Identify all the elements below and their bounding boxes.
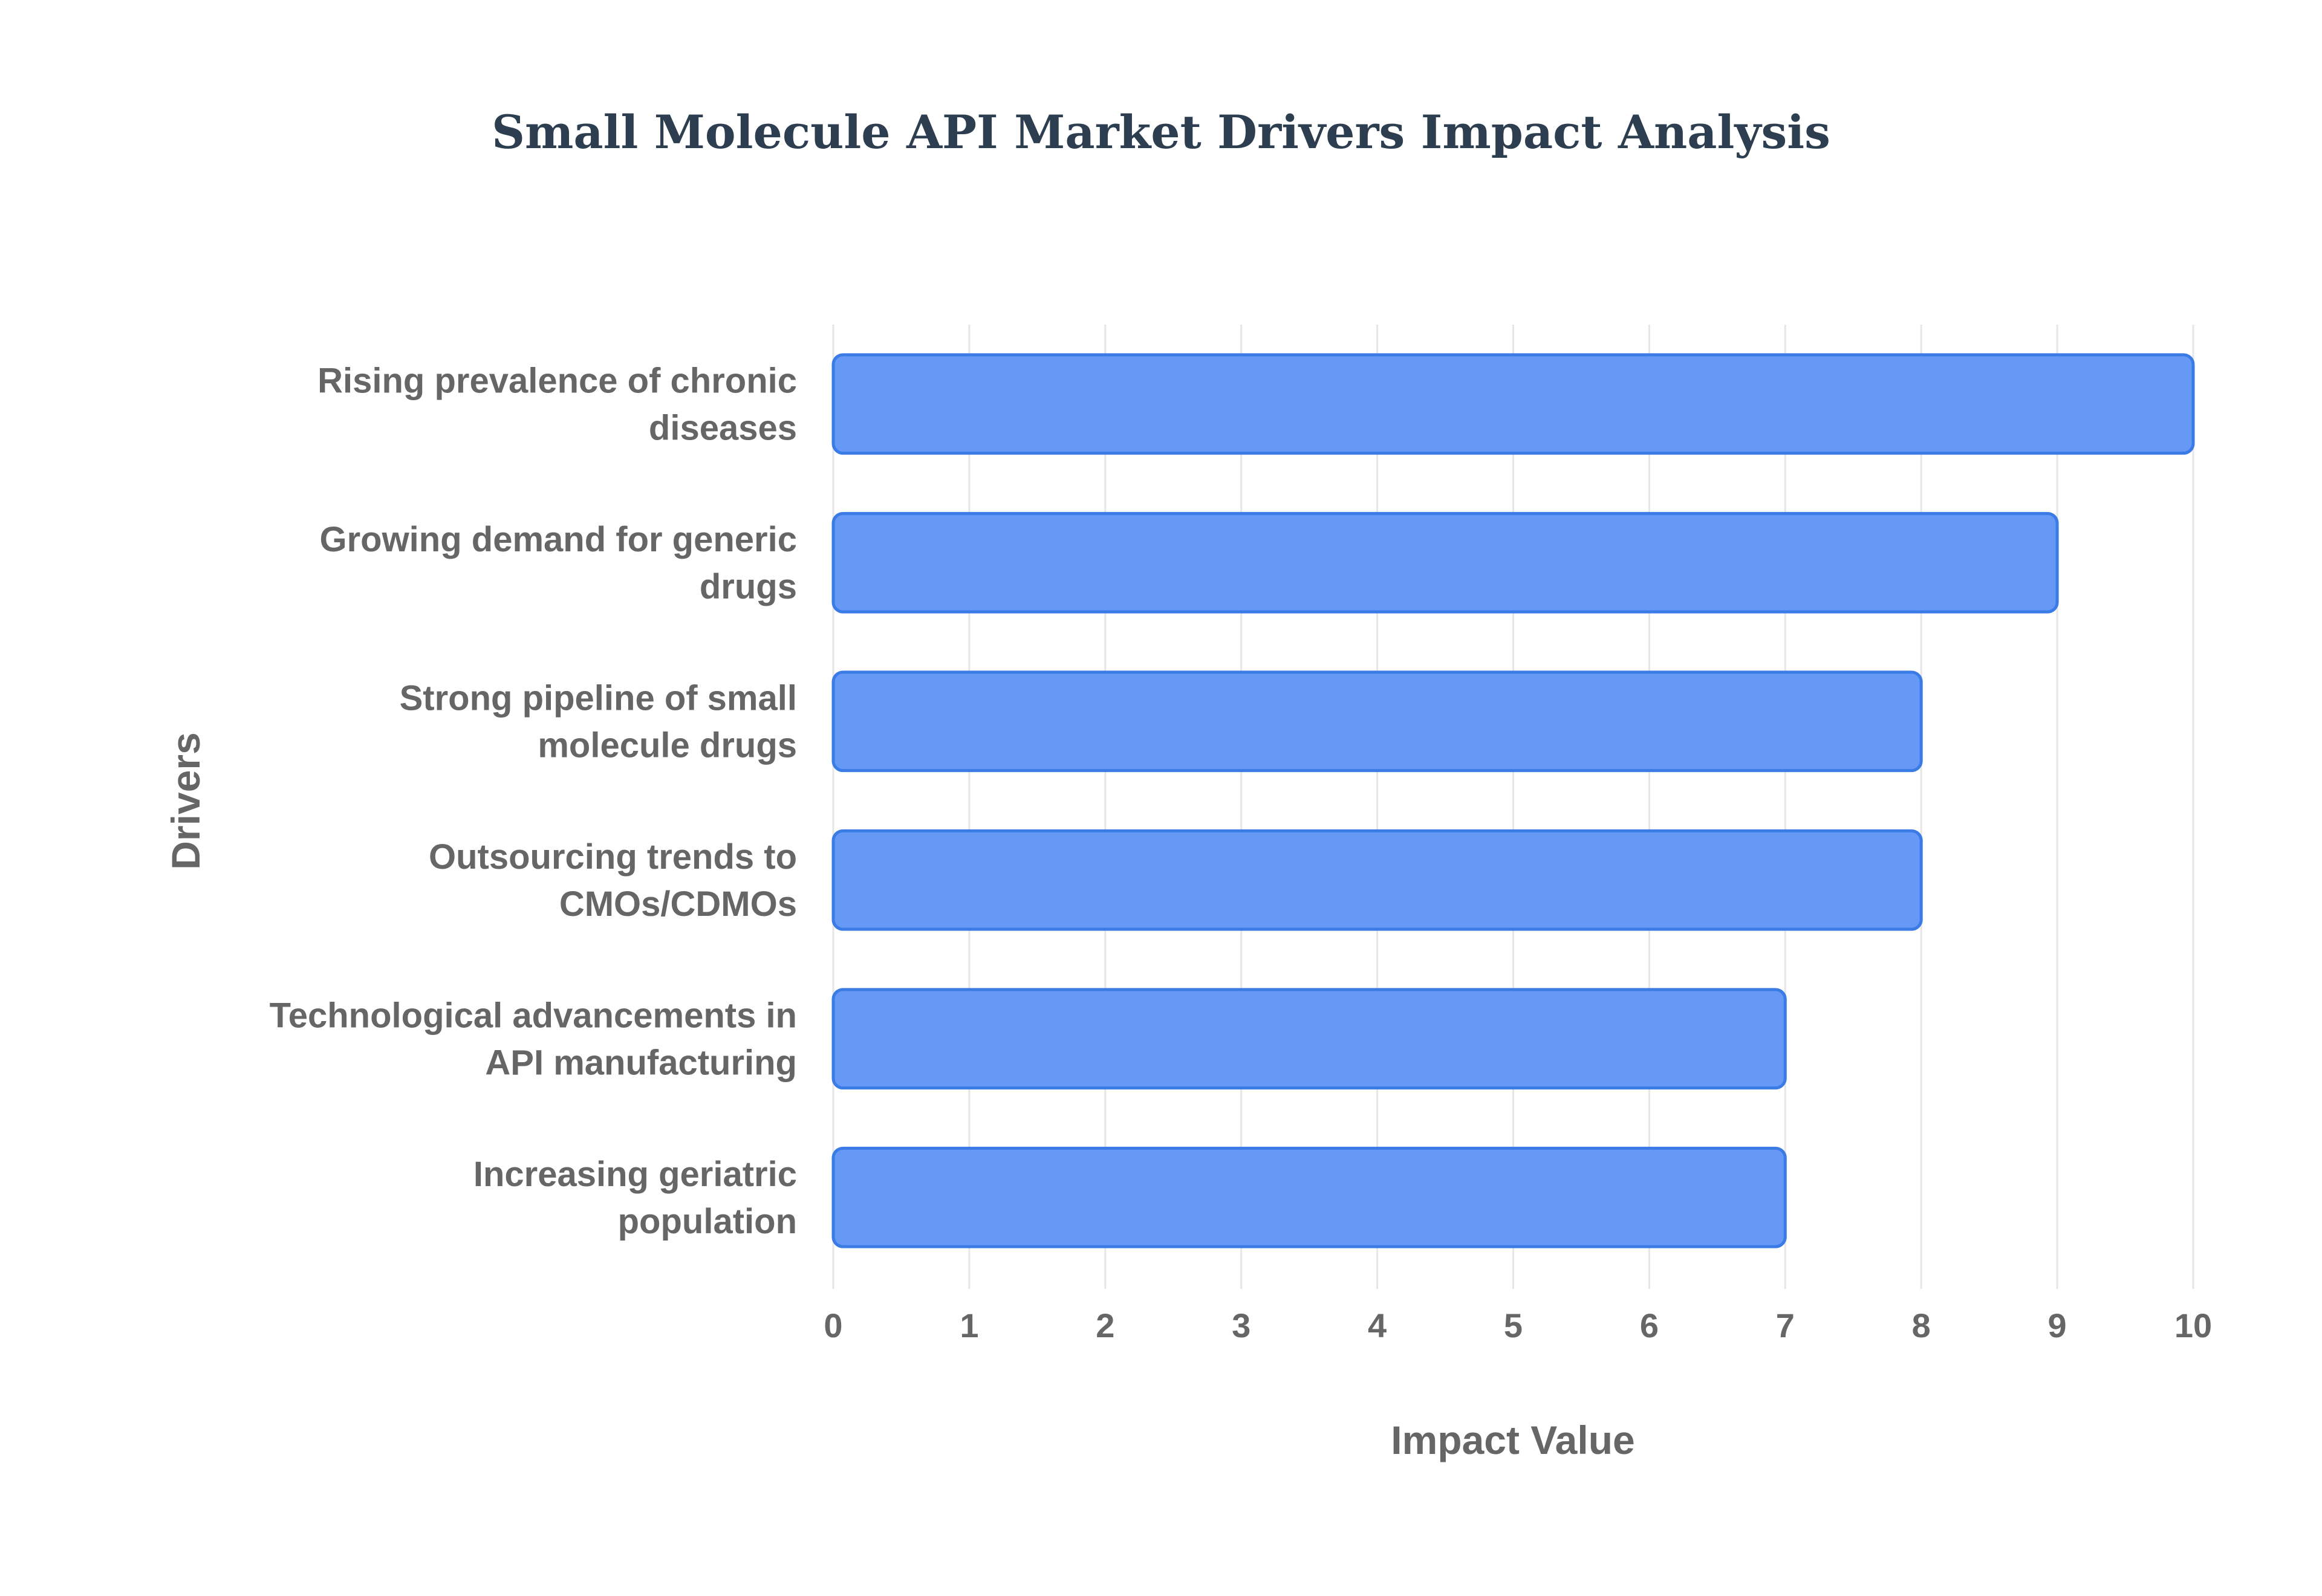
bar <box>831 988 1787 1090</box>
category-label-line: Rising prevalence of chronic <box>317 361 797 400</box>
x-tick-label: 1 <box>960 1306 978 1345</box>
y-axis-title: Drivers <box>163 732 208 870</box>
category-label-line: CMOs/CDMOs <box>559 884 797 924</box>
x-tick-label: 8 <box>1912 1306 1931 1345</box>
category-label-line: Growing demand for generic <box>319 520 797 559</box>
category-label-line: API manufacturing <box>485 1043 797 1082</box>
x-tick-label: 3 <box>1232 1306 1250 1345</box>
category-label-line: Outsourcing trends to <box>429 837 797 877</box>
x-tick-label: 9 <box>2048 1306 2067 1345</box>
x-axis-title: Impact Value <box>1391 1418 1635 1462</box>
category-label: Technological advancements in API manufac… <box>270 996 797 1082</box>
bar <box>831 1146 1787 1248</box>
bar <box>831 511 2059 614</box>
x-tick-label: 10 <box>2174 1306 2212 1345</box>
category-label-line: diseases <box>649 408 797 447</box>
x-tick-label: 2 <box>1096 1306 1114 1345</box>
x-tick-labels: 0 1 2 3 4 5 6 7 8 9 10 <box>824 1306 2212 1345</box>
category-label: Rising prevalence of chronic diseases <box>317 361 797 447</box>
bar <box>831 829 1923 931</box>
category-label-line: Strong pipeline of small <box>400 678 797 718</box>
x-tick-label: 6 <box>1640 1306 1659 1345</box>
category-label-line: drugs <box>700 567 797 606</box>
category-label: Outsourcing trends to CMOs/CDMOs <box>429 837 797 924</box>
category-label-line: molecule drugs <box>538 725 797 765</box>
x-tick-label: 4 <box>1368 1306 1387 1345</box>
category-label: Increasing geriatric population <box>473 1155 797 1241</box>
x-tick-label: 5 <box>1504 1306 1523 1345</box>
x-tick-label: 0 <box>824 1306 842 1345</box>
category-label-line: Technological advancements in <box>270 996 797 1035</box>
x-tick-label: 7 <box>1776 1306 1795 1345</box>
category-label-line: Increasing geriatric <box>473 1155 797 1194</box>
bars <box>831 353 2195 1248</box>
category-label: Growing demand for generic drugs <box>319 520 797 606</box>
category-label: Strong pipeline of small molecule drugs <box>400 678 797 765</box>
category-label-line: population <box>618 1202 797 1241</box>
bar <box>831 353 2195 455</box>
gridlines <box>832 325 2194 1289</box>
category-labels: Rising prevalence of chronic diseases Grow… <box>270 361 797 1241</box>
chart-title: Small Molecule API Market Drivers Impact… <box>492 105 1830 159</box>
bar <box>831 670 1923 773</box>
